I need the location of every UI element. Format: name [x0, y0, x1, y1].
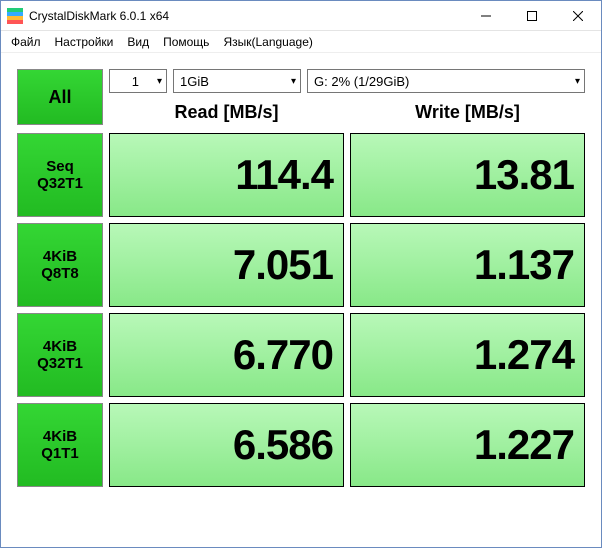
close-button[interactable]	[555, 1, 601, 30]
selects-column: 1 ▾ 1GiB ▾ G: 2% (1/29GiB) ▾ Read [MB/s]…	[109, 69, 585, 125]
test-button-2[interactable]: 4KiBQ32T1	[17, 313, 103, 397]
tests-container: SeqQ32T1114.413.814KiBQ8T87.0511.1374KiB…	[17, 127, 585, 487]
menu-language[interactable]: Язык(Language)	[217, 33, 318, 51]
write-value: 1.137	[350, 223, 585, 307]
menu-help[interactable]: Помощь	[157, 33, 215, 51]
controls-row: All 1 ▾ 1GiB ▾ G: 2% (1/29GiB) ▾	[17, 69, 585, 125]
menu-settings[interactable]: Настройки	[49, 33, 120, 51]
test-row: 4KiBQ8T87.0511.137	[17, 223, 585, 307]
test-button-1[interactable]: 4KiBQ8T8	[17, 223, 103, 307]
test-count-select[interactable]: 1 ▾	[109, 69, 167, 93]
menubar: Файл Настройки Вид Помощь Язык(Language)	[1, 31, 601, 53]
test-button-line2: Q1T1	[41, 445, 79, 462]
chevron-down-icon: ▾	[575, 76, 580, 87]
window-buttons	[463, 1, 601, 30]
read-value: 6.586	[109, 403, 344, 487]
test-button-line2: Q8T8	[41, 265, 79, 282]
write-value: 1.274	[350, 313, 585, 397]
menu-file[interactable]: Файл	[5, 33, 47, 51]
chevron-down-icon: ▾	[291, 76, 296, 87]
read-value: 7.051	[109, 223, 344, 307]
all-button[interactable]: All	[17, 69, 103, 125]
test-button-line1: 4KiB	[43, 428, 77, 445]
titlebar: CrystalDiskMark 6.0.1 x64	[1, 1, 601, 31]
test-size-select[interactable]: 1GiB ▾	[173, 69, 301, 93]
drive-value: G: 2% (1/29GiB)	[314, 74, 409, 89]
test-row: SeqQ32T1114.413.81	[17, 133, 585, 217]
read-value: 6.770	[109, 313, 344, 397]
read-value: 114.4	[109, 133, 344, 217]
test-button-line1: Seq	[46, 158, 74, 175]
drive-select[interactable]: G: 2% (1/29GiB) ▾	[307, 69, 585, 93]
test-button-line1: 4KiB	[43, 248, 77, 265]
read-header: Read [MB/s]	[109, 102, 344, 123]
test-button-line1: 4KiB	[43, 338, 77, 355]
app-icon	[7, 8, 23, 24]
write-header: Write [MB/s]	[350, 102, 585, 123]
maximize-button[interactable]	[509, 1, 555, 30]
test-row: 4KiBQ1T16.5861.227	[17, 403, 585, 487]
test-button-line2: Q32T1	[37, 175, 83, 192]
test-button-0[interactable]: SeqQ32T1	[17, 133, 103, 217]
window-title: CrystalDiskMark 6.0.1 x64	[29, 9, 463, 23]
app-window: CrystalDiskMark 6.0.1 x64 Файл Настройки…	[0, 0, 602, 548]
test-row: 4KiBQ32T16.7701.274	[17, 313, 585, 397]
write-value: 1.227	[350, 403, 585, 487]
test-button-3[interactable]: 4KiBQ1T1	[17, 403, 103, 487]
chevron-down-icon: ▾	[157, 76, 162, 87]
test-button-line2: Q32T1	[37, 355, 83, 372]
menu-view[interactable]: Вид	[121, 33, 155, 51]
test-count-value: 1	[116, 74, 147, 89]
write-value: 13.81	[350, 133, 585, 217]
test-size-value: 1GiB	[180, 74, 209, 89]
minimize-button[interactable]	[463, 1, 509, 30]
content-area: All 1 ▾ 1GiB ▾ G: 2% (1/29GiB) ▾	[1, 53, 601, 547]
